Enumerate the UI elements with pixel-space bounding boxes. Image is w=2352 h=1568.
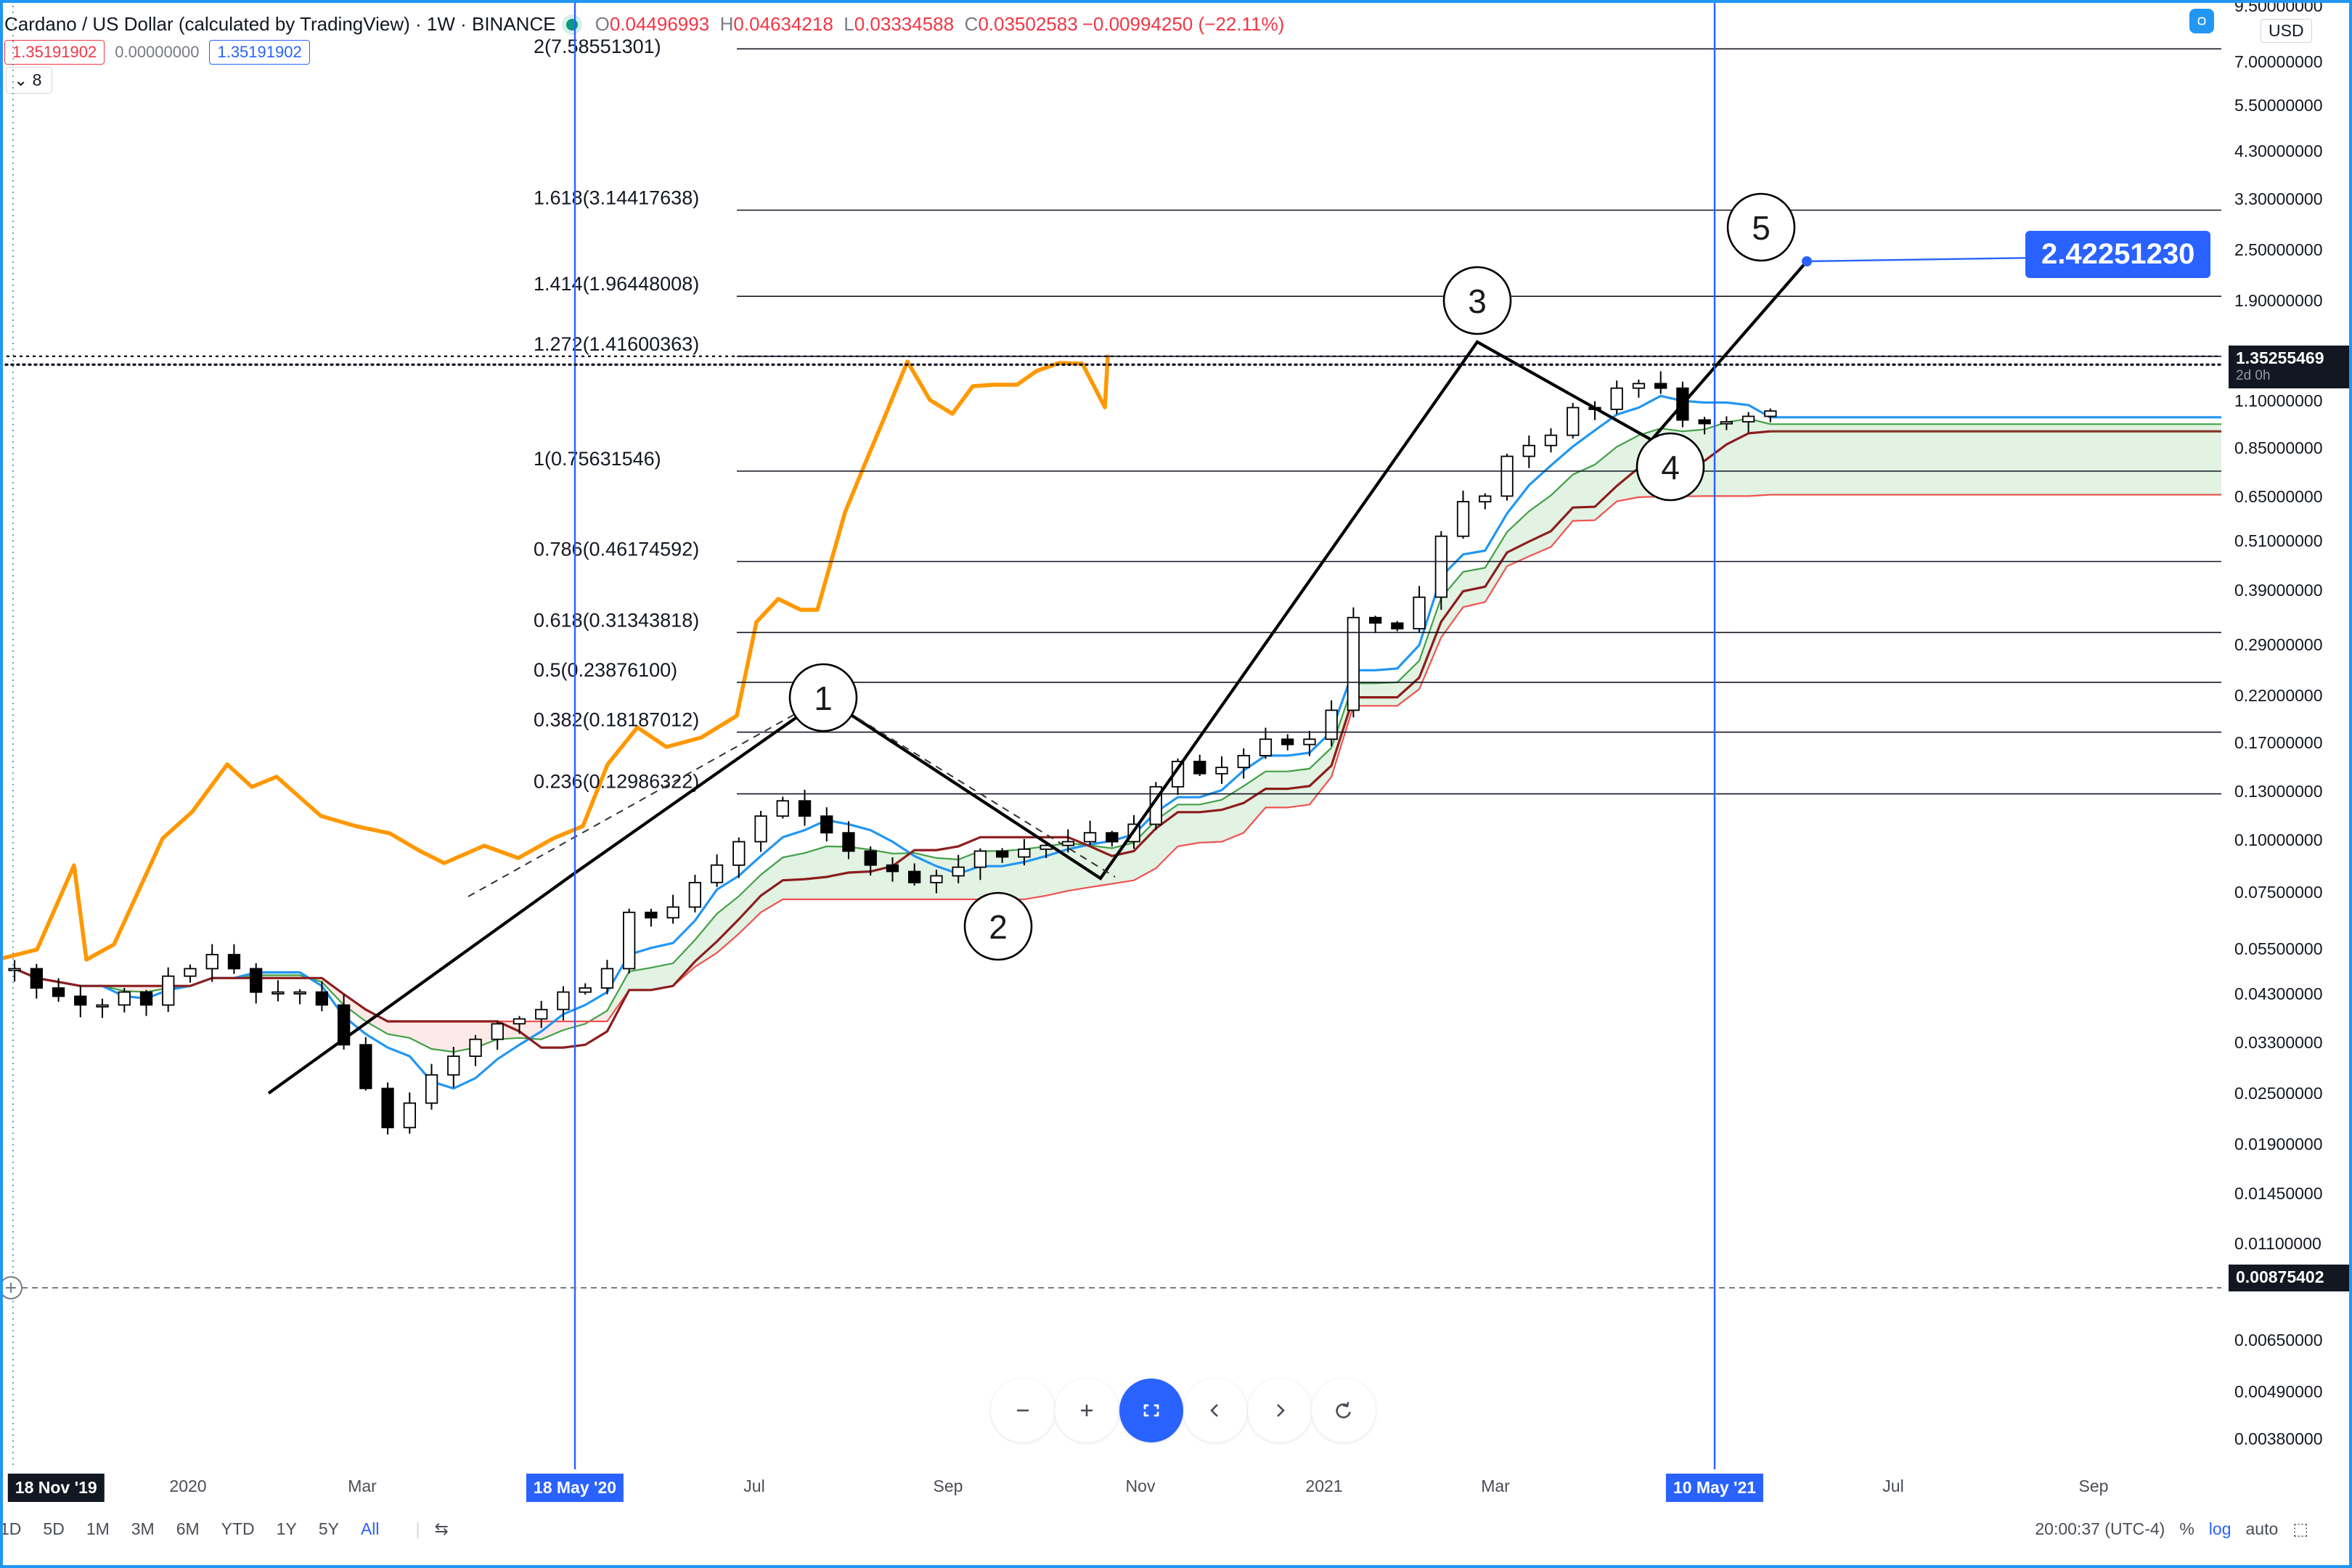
svg-text:0.5(0.23876100): 0.5(0.23876100) xyxy=(534,659,677,681)
svg-text:3: 3 xyxy=(1468,282,1487,320)
svg-text:1.618(3.14417638): 1.618(3.14417638) xyxy=(534,187,699,209)
svg-text:0.382(0.18187012): 0.382(0.18187012) xyxy=(534,709,699,731)
svg-text:5: 5 xyxy=(1752,209,1771,247)
svg-text:2: 2 xyxy=(989,908,1008,946)
svg-text:2(7.58551301): 2(7.58551301) xyxy=(534,36,661,57)
svg-text:4: 4 xyxy=(1661,449,1680,486)
svg-text:0.786(0.46174592): 0.786(0.46174592) xyxy=(534,539,699,560)
svg-text:1.272(1.41600363): 1.272(1.41600363) xyxy=(534,333,699,355)
svg-text:1.414(1.96448008): 1.414(1.96448008) xyxy=(534,273,699,295)
svg-text:1: 1 xyxy=(814,679,833,717)
svg-text:1(0.75631546): 1(0.75631546) xyxy=(534,448,661,470)
svg-text:0.618(0.31343818): 0.618(0.31343818) xyxy=(534,609,699,631)
